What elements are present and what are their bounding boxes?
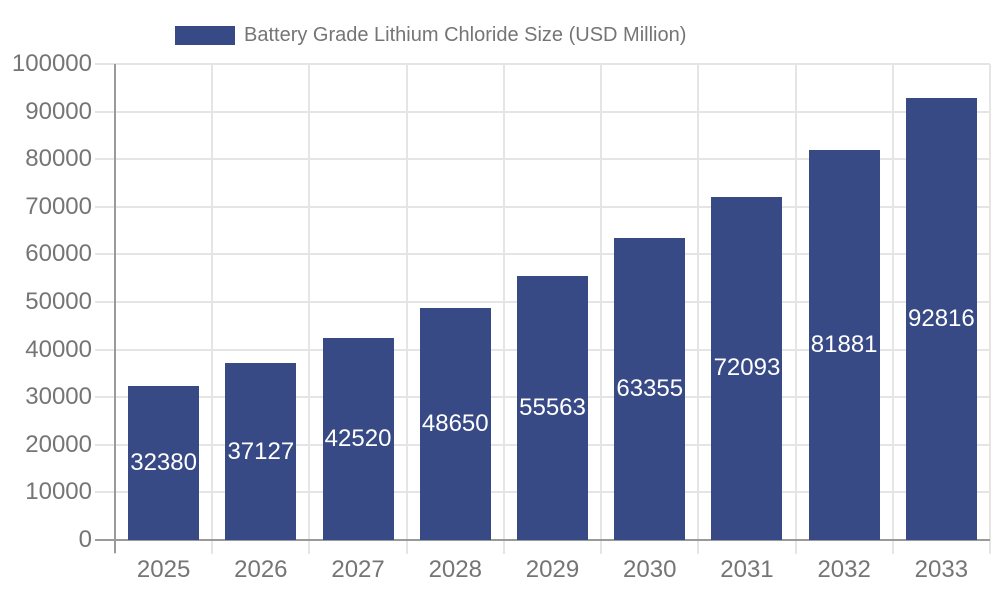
v-gridline xyxy=(211,64,214,554)
v-gridline xyxy=(697,64,700,554)
y-axis-tick-label: 70000 xyxy=(25,192,92,220)
bar-value-label: 81881 xyxy=(810,331,878,359)
bar: 32380 xyxy=(128,385,200,540)
y-axis-tick-label: 100000 xyxy=(11,50,92,77)
y-axis-tick-label: 90000 xyxy=(25,97,92,125)
v-gridline xyxy=(502,64,505,554)
bar: 37127 xyxy=(225,363,297,540)
bar-value-label: 55563 xyxy=(519,393,586,421)
bar-value-label: 63355 xyxy=(616,375,684,403)
v-gridline xyxy=(405,64,408,554)
chart-legend: Battery Grade Lithium Chloride Size (USD… xyxy=(175,24,686,47)
bar-value-label: 37127 xyxy=(227,437,295,465)
y-axis-tick-label: 80000 xyxy=(25,145,92,173)
y-axis-tick-label: 20000 xyxy=(25,430,92,458)
bar: 63355 xyxy=(614,238,686,540)
y-axis-tick-label: 50000 xyxy=(25,288,92,315)
h-gridline xyxy=(95,110,990,113)
v-gridline xyxy=(308,64,311,554)
bar: 72093 xyxy=(711,196,783,540)
x-axis-tick-label: 2029 xyxy=(525,556,580,583)
h-gridline xyxy=(95,253,990,256)
x-axis-line xyxy=(95,539,990,541)
bar-value-label: 92816 xyxy=(908,305,975,333)
v-gridline xyxy=(794,64,797,554)
y-axis-tick-label: 10000 xyxy=(25,478,92,506)
x-axis-tick-label: 2031 xyxy=(720,556,774,583)
bar: 42520 xyxy=(322,337,394,540)
y-axis-line xyxy=(114,64,116,553)
legend-swatch xyxy=(175,26,235,45)
bar: 55563 xyxy=(517,275,588,540)
h-gridline xyxy=(95,63,990,65)
x-axis-tick-label: 2032 xyxy=(817,556,871,583)
bar: 48650 xyxy=(419,308,491,540)
y-axis-tick-label: 30000 xyxy=(25,383,92,411)
h-gridline xyxy=(95,158,990,161)
v-gridline xyxy=(600,64,603,554)
y-axis-tick-label: 40000 xyxy=(25,335,92,363)
legend-title: Battery Grade Lithium Chloride Size (USD… xyxy=(244,24,687,46)
bar-value-label: 72093 xyxy=(713,354,781,382)
v-gridline xyxy=(989,64,991,554)
x-axis-tick-label: 2026 xyxy=(234,556,288,583)
x-axis-tick-label: 2033 xyxy=(914,556,969,583)
x-axis-tick-label: 2025 xyxy=(136,556,191,583)
y-axis-tick-label: 0 xyxy=(78,526,92,553)
x-axis-tick-label: 2030 xyxy=(623,556,677,583)
bar-value-label: 32380 xyxy=(130,448,197,476)
y-axis-tick-label: 60000 xyxy=(25,240,92,268)
x-axis-tick-label: 2028 xyxy=(428,556,482,583)
bar: 92816 xyxy=(905,98,977,540)
v-gridline xyxy=(891,64,894,554)
h-gridline xyxy=(95,205,990,208)
x-axis-tick-label: 2027 xyxy=(331,556,385,583)
bar: 81881 xyxy=(808,150,880,540)
bar-value-label: 48650 xyxy=(421,410,489,438)
bar-value-label: 42520 xyxy=(324,424,392,452)
